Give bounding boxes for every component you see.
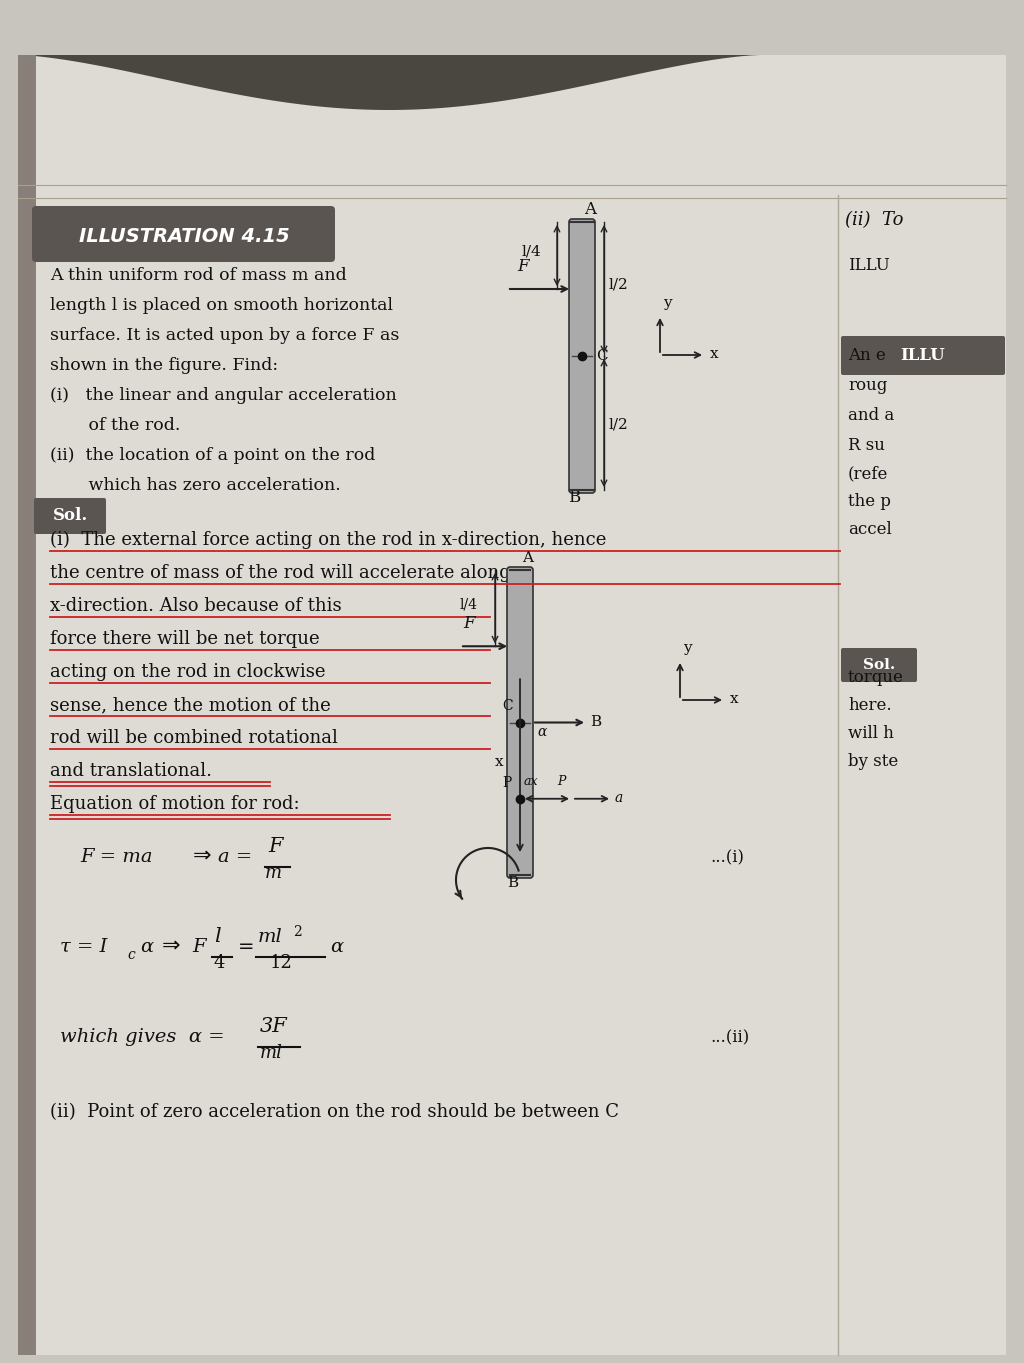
Text: ...(i): ...(i)	[710, 849, 744, 866]
Text: c: c	[127, 949, 135, 962]
Text: A: A	[522, 551, 534, 566]
Text: accel: accel	[848, 521, 892, 538]
Text: B: B	[508, 876, 518, 890]
Text: =: =	[238, 936, 255, 955]
Text: a: a	[615, 791, 624, 804]
Text: Sol.: Sol.	[52, 507, 88, 525]
Text: F = ma: F = ma	[80, 848, 153, 866]
Text: l/2: l/2	[609, 278, 629, 292]
Text: l: l	[214, 927, 220, 946]
Text: y: y	[683, 641, 691, 656]
Text: ILLUSTRATION 4.15: ILLUSTRATION 4.15	[79, 226, 290, 245]
FancyBboxPatch shape	[569, 219, 595, 493]
Text: (ii)  the location of a point on the rod: (ii) the location of a point on the rod	[50, 447, 376, 463]
Text: of the rod.: of the rod.	[50, 417, 180, 433]
Text: y: y	[663, 296, 672, 309]
Text: which has zero acceleration.: which has zero acceleration.	[50, 477, 341, 493]
Text: F: F	[193, 938, 206, 955]
Text: which gives  α =: which gives α =	[60, 1028, 224, 1045]
Text: ax: ax	[524, 774, 539, 788]
FancyBboxPatch shape	[841, 647, 918, 682]
Text: x-direction. Also because of this: x-direction. Also because of this	[50, 597, 342, 615]
Text: l/4: l/4	[522, 244, 542, 259]
Text: the p: the p	[848, 493, 891, 510]
Text: ILLU: ILLU	[901, 348, 945, 364]
Text: α: α	[330, 938, 343, 955]
Text: roug: roug	[848, 378, 888, 394]
Text: the centre of mass of the rod will accelerate along: the centre of mass of the rod will accel…	[50, 564, 511, 582]
Text: m: m	[265, 864, 283, 882]
Text: ⇒: ⇒	[193, 846, 212, 866]
Text: x: x	[730, 692, 738, 706]
Text: B: B	[568, 489, 581, 506]
Text: Sol.: Sol.	[863, 658, 895, 672]
Text: acting on the rod in clockwise: acting on the rod in clockwise	[50, 662, 326, 682]
FancyBboxPatch shape	[34, 497, 106, 534]
Text: B: B	[590, 714, 601, 728]
Text: x: x	[710, 348, 719, 361]
Text: α: α	[140, 938, 154, 955]
Text: shown in the figure. Find:: shown in the figure. Find:	[50, 357, 279, 373]
FancyBboxPatch shape	[841, 337, 1005, 375]
Text: and a: and a	[848, 408, 894, 424]
Text: ml: ml	[260, 1044, 283, 1062]
Text: 4: 4	[214, 954, 225, 972]
Text: C: C	[502, 699, 513, 713]
FancyBboxPatch shape	[32, 206, 335, 262]
Text: ⇒: ⇒	[162, 936, 180, 955]
Text: α: α	[537, 725, 547, 740]
Text: ml: ml	[258, 928, 283, 946]
Text: a =: a =	[218, 848, 252, 866]
Text: will h: will h	[848, 725, 894, 741]
Text: (i)  The external force acting on the rod in x-direction, hence: (i) The external force acting on the rod…	[50, 530, 606, 549]
Text: surface. It is acted upon by a force F as: surface. It is acted upon by a force F a…	[50, 327, 399, 343]
Bar	[18, 55, 36, 1355]
Text: P: P	[502, 776, 511, 789]
Text: A: A	[584, 200, 596, 218]
Text: F: F	[463, 615, 474, 632]
Text: A thin uniform rod of mass m and: A thin uniform rod of mass m and	[50, 267, 347, 284]
Text: P: P	[557, 774, 565, 788]
Text: τ = I: τ = I	[60, 938, 108, 955]
Text: and translational.: and translational.	[50, 762, 212, 780]
Text: ILLU: ILLU	[848, 258, 890, 274]
Text: F: F	[268, 837, 283, 856]
Text: F: F	[517, 258, 528, 275]
FancyBboxPatch shape	[507, 567, 534, 878]
Text: 2: 2	[293, 925, 302, 939]
Text: by ste: by ste	[848, 752, 898, 770]
Text: (refe: (refe	[848, 465, 889, 483]
Text: force there will be net torque: force there will be net torque	[50, 630, 319, 647]
Text: ...(ii): ...(ii)	[710, 1029, 750, 1045]
Text: R su: R su	[848, 438, 885, 454]
Text: here.: here.	[848, 696, 892, 714]
Text: (ii)  To: (ii) To	[845, 211, 903, 229]
Text: Equation of motion for rod:: Equation of motion for rod:	[50, 795, 300, 812]
Text: 3F: 3F	[260, 1017, 288, 1036]
Text: l/4: l/4	[460, 597, 478, 611]
Text: An e: An e	[848, 348, 886, 364]
Text: torque: torque	[848, 669, 904, 686]
Text: x: x	[495, 755, 504, 769]
Text: rod will be combined rotational: rod will be combined rotational	[50, 729, 338, 747]
Text: l/2: l/2	[609, 417, 629, 431]
Text: length l is placed on smooth horizontal: length l is placed on smooth horizontal	[50, 297, 393, 313]
Text: sense, hence the motion of the: sense, hence the motion of the	[50, 696, 331, 714]
Text: 12: 12	[270, 954, 293, 972]
Text: (i)   the linear and angular acceleration: (i) the linear and angular acceleration	[50, 387, 396, 403]
Polygon shape	[18, 55, 760, 110]
Text: C: C	[596, 349, 607, 363]
Text: (ii)  Point of zero acceleration on the rod should be between C: (ii) Point of zero acceleration on the r…	[50, 1103, 618, 1120]
